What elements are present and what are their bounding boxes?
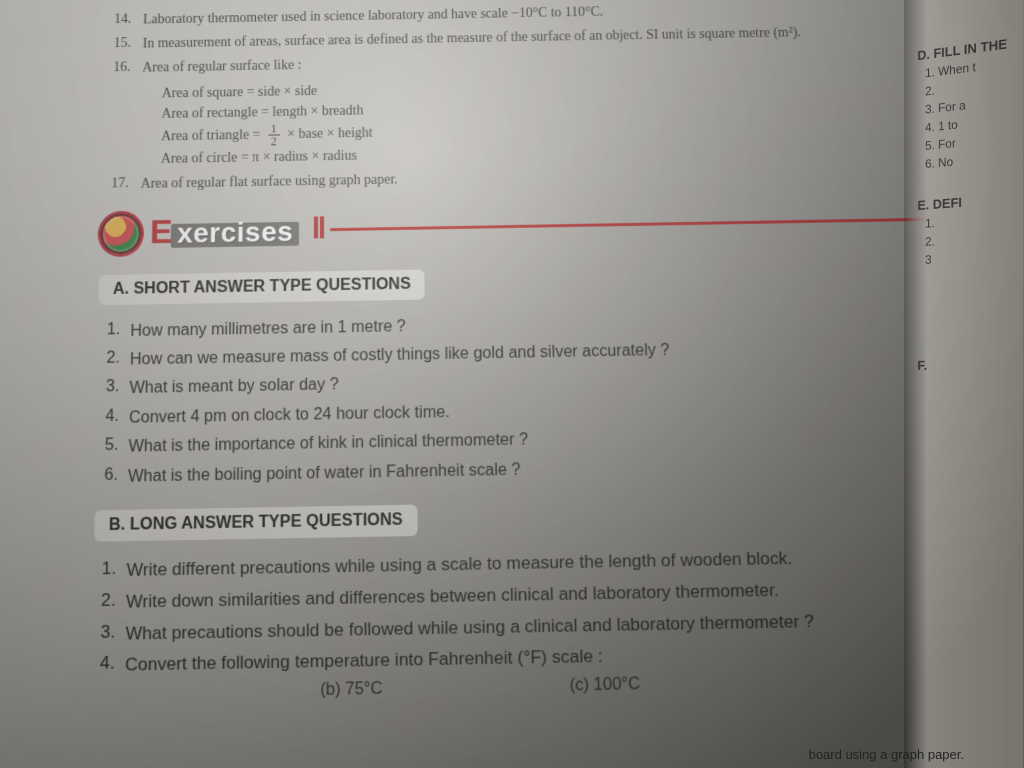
area-formulas: Area of square = side × side Area of rec…	[161, 70, 960, 170]
section-b-heading: B. LONG ANSWER TYPE QUESTIONS	[94, 505, 417, 542]
point-number: 17.	[101, 176, 129, 195]
fraction-half: 1 2	[268, 122, 280, 147]
temperature-options: (b) 75°C (c) 100°C	[320, 669, 990, 700]
q-number: 5.	[96, 436, 119, 460]
left-page: 14. Laboratory thermometer used in scien…	[0, 0, 1024, 768]
exercises-title: Exercises	[150, 210, 324, 252]
fraction-denominator: 2	[268, 135, 280, 147]
formula-triangle-post: × base × height	[287, 125, 373, 141]
point-number: 14.	[104, 12, 132, 31]
divider-line	[330, 217, 964, 231]
exercises-icon	[99, 212, 142, 255]
q-number: 3.	[92, 621, 115, 647]
section-e-heading: E. DEFI	[917, 190, 1017, 213]
q-number: 3.	[97, 378, 120, 401]
point-number: 15.	[103, 36, 131, 55]
summary-points: 14. Laboratory thermometer used in scien…	[103, 0, 955, 79]
q-number: 4.	[92, 653, 115, 679]
short-answer-list: 1.How many millimetres are in 1 metre ? …	[95, 306, 978, 490]
title-bars-icon	[312, 213, 324, 245]
exercises-header: Exercises	[99, 198, 964, 255]
q-number: 2.	[97, 349, 120, 372]
option-b: (b) 75°C	[320, 680, 382, 700]
right-page-edge: D. FILL IN THE 1. When t 2. 3. For a 4. …	[904, 0, 1024, 768]
e-item: 1.	[925, 210, 1017, 230]
q-number: 2.	[93, 589, 116, 615]
long-answer-list: 1.Write different precautions while usin…	[92, 543, 989, 679]
section-f-heading: F.	[917, 357, 1017, 373]
q-number: 1.	[98, 321, 121, 344]
d-item: 6. No	[925, 149, 1017, 172]
exercises-title-rest: xercises	[173, 216, 297, 249]
formula-triangle-pre: Area of triangle =	[161, 127, 264, 143]
q-number: 4.	[96, 407, 119, 430]
point-number: 16.	[103, 60, 131, 79]
footer-fragment: board using a graph paper.	[809, 747, 964, 762]
q-number: 6.	[95, 466, 118, 490]
q-number: 1.	[93, 558, 116, 583]
e-item: 2.	[925, 229, 1017, 249]
e-item: 3	[925, 248, 1017, 267]
section-a-heading: A. SHORT ANSWER TYPE QUESTIONS	[99, 269, 425, 305]
option-c: (c) 100°C	[569, 675, 640, 696]
exercises-title-cap: E	[150, 213, 174, 251]
fraction-numerator: 1	[268, 122, 280, 135]
